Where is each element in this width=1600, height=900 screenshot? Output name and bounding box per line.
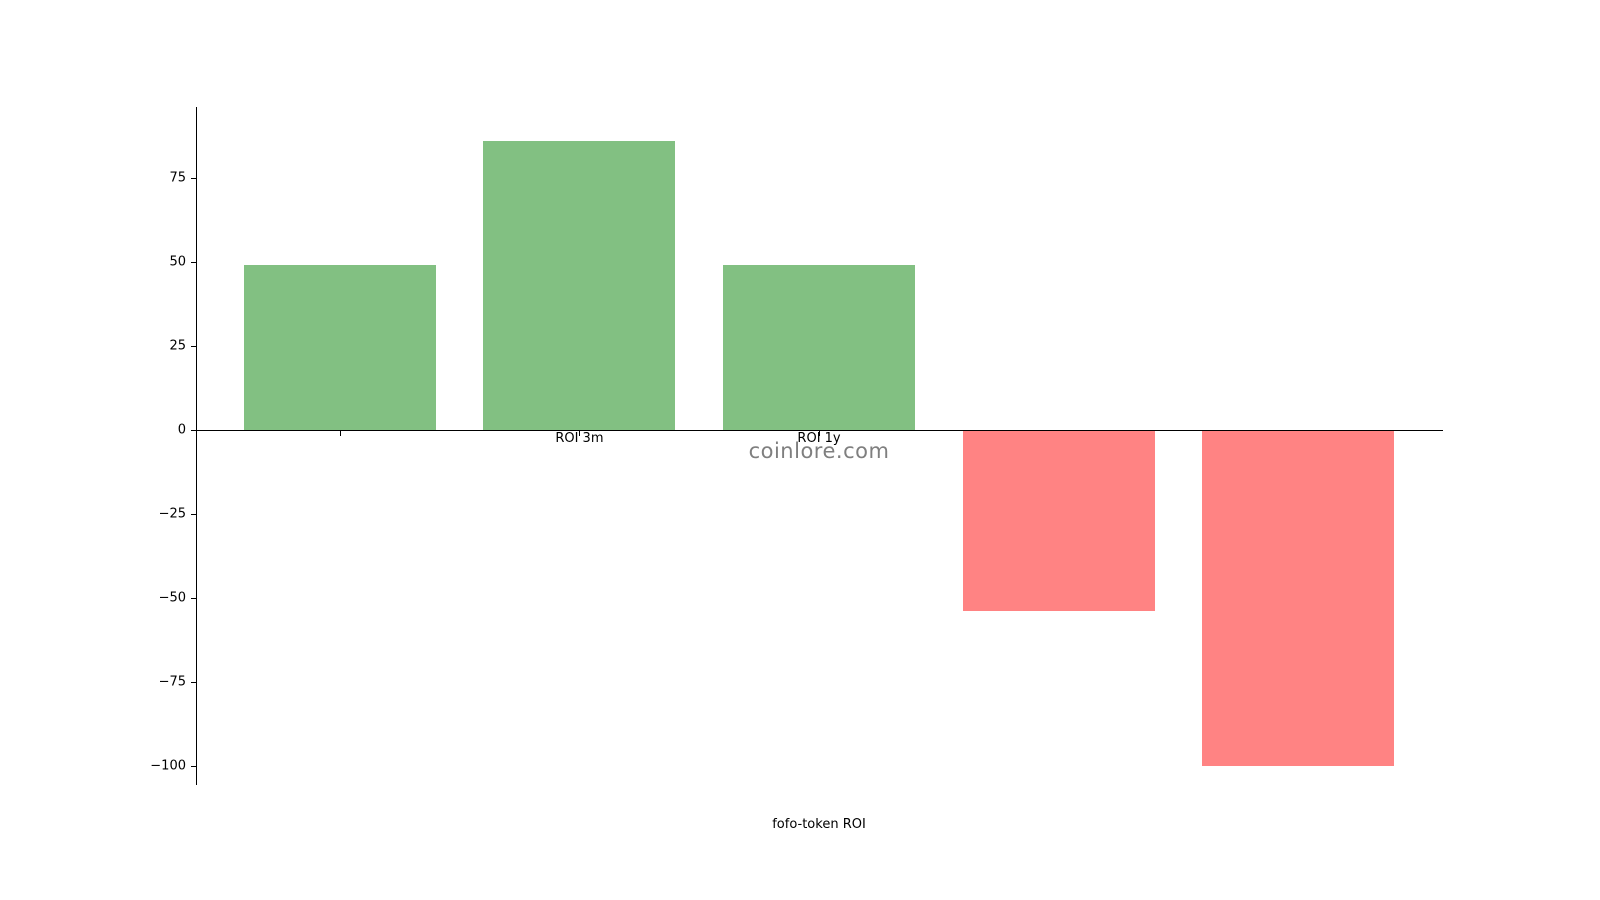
y-tick-label: 0 bbox=[177, 422, 186, 438]
x-tick-label: ROI 3m bbox=[555, 431, 604, 446]
bar-negative bbox=[962, 430, 1155, 612]
y-tick-label: −100 bbox=[150, 758, 186, 774]
x-tick-label: ROI 1y bbox=[797, 431, 841, 446]
x-axis-zero-line bbox=[196, 430, 1443, 431]
y-tick-label: −50 bbox=[158, 590, 186, 606]
bar-positive bbox=[723, 265, 916, 430]
y-tick-mark bbox=[191, 346, 196, 347]
y-tick-label: −25 bbox=[158, 506, 186, 522]
y-tick-mark bbox=[191, 430, 196, 431]
bar-positive bbox=[483, 141, 676, 430]
x-tick-mark bbox=[339, 431, 341, 436]
watermark: coinlore.com bbox=[748, 439, 890, 463]
x-tick-mark bbox=[819, 431, 821, 436]
y-tick-label: 25 bbox=[169, 338, 186, 354]
x-tick-mark bbox=[579, 431, 581, 436]
bar-negative bbox=[1202, 430, 1395, 766]
y-tick-label: 50 bbox=[169, 254, 186, 270]
y-tick-label: 75 bbox=[169, 170, 186, 186]
y-tick-label: −75 bbox=[158, 674, 186, 690]
y-tick-mark bbox=[191, 514, 196, 515]
bar-positive bbox=[243, 265, 436, 430]
y-tick-mark bbox=[191, 598, 196, 599]
y-tick-mark bbox=[191, 682, 196, 683]
y-tick-mark bbox=[191, 766, 196, 767]
chart-title: fofo-token ROI bbox=[772, 817, 866, 832]
y-axis-line bbox=[196, 107, 197, 785]
y-tick-mark bbox=[191, 178, 196, 179]
y-tick-mark bbox=[191, 262, 196, 263]
